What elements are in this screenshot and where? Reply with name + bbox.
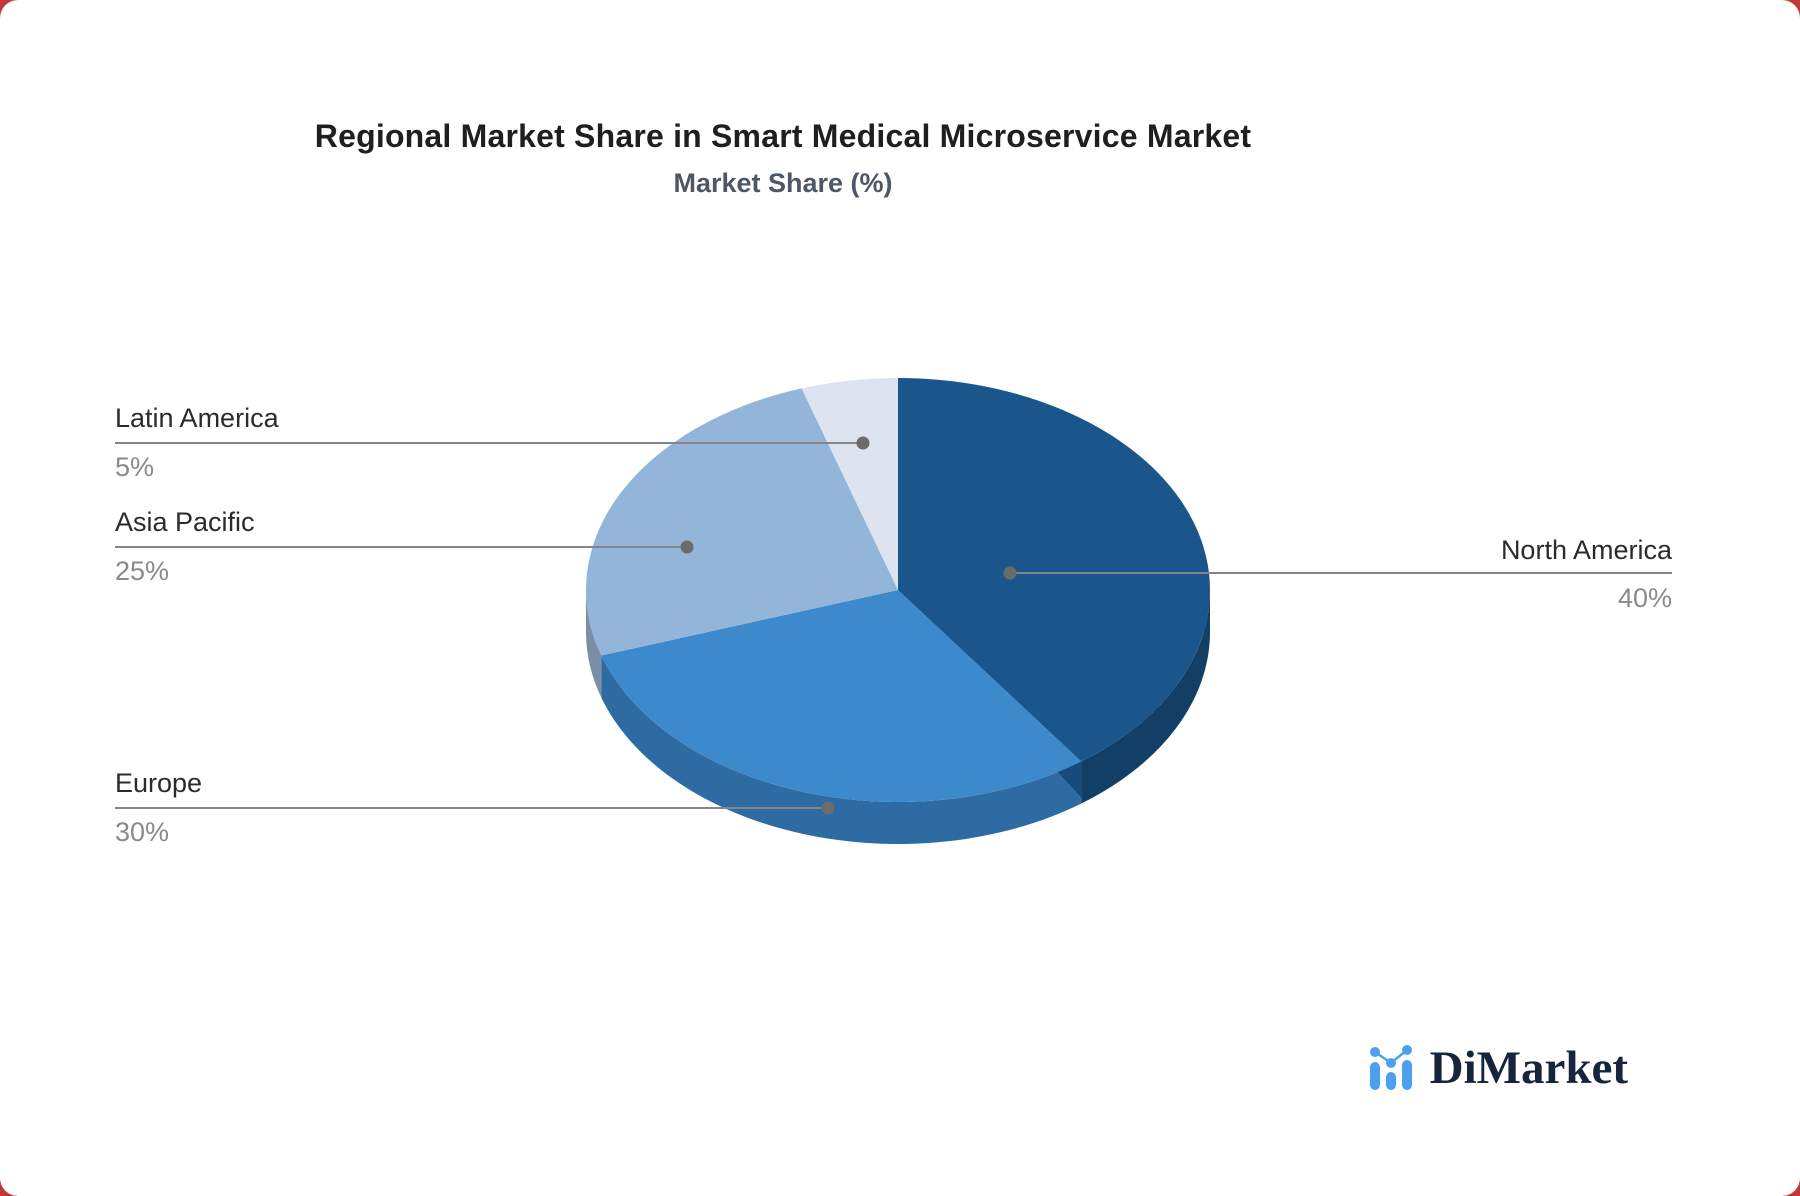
brand-name: DiMarket: [1429, 1042, 1628, 1094]
slice-label: Latin America: [115, 403, 279, 433]
slice-value: 40%: [1617, 582, 1672, 613]
callout-europe: Europe 30%: [115, 768, 203, 847]
brand-logo: DiMarket: [1366, 1040, 1628, 1092]
callout-latin-america: Latin America 5%: [115, 403, 279, 482]
chart-subtitle: Market Share (%): [673, 168, 893, 198]
slice-value: 5%: [115, 451, 155, 482]
slice-label: Europe: [115, 768, 203, 798]
callout-north-america: North America 40%: [1500, 535, 1672, 613]
slice-label: North America: [1500, 535, 1672, 565]
chart-title: Regional Market Share in Smart Medical M…: [314, 118, 1252, 154]
slice-value: 30%: [115, 816, 170, 847]
slice-label: Asia Pacific: [115, 507, 255, 537]
slice-value: 25%: [115, 555, 170, 586]
brand-bar-chart-icon: [1369, 1045, 1412, 1090]
callout-asia-pacific: Asia Pacific 25%: [115, 507, 255, 586]
